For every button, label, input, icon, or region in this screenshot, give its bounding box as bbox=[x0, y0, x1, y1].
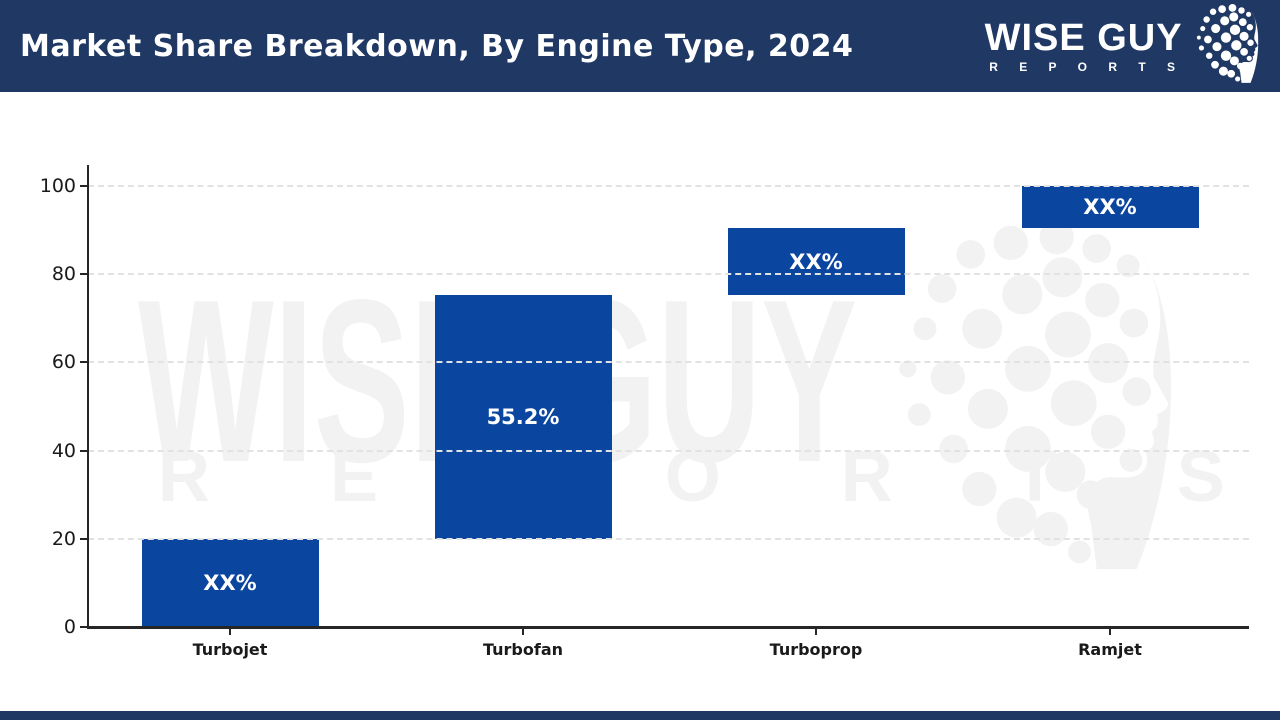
grid-line bbox=[88, 273, 1249, 276]
x-axis-line bbox=[88, 626, 1249, 629]
y-tick-mark bbox=[80, 361, 88, 364]
y-tick-mark bbox=[80, 185, 88, 187]
x-tick-mark bbox=[522, 627, 524, 635]
y-tick-label: 20 bbox=[51, 527, 76, 550]
x-tick-label: Ramjet bbox=[1078, 640, 1142, 659]
wiseguy-head-icon bbox=[1190, 4, 1262, 88]
bar-value-label: 55.2% bbox=[486, 405, 560, 430]
x-tick-label: Turbofan bbox=[482, 640, 564, 659]
bar-value-label: XX% bbox=[789, 249, 843, 274]
logo-wordmark: WISE GUY bbox=[984, 17, 1183, 59]
y-tick-mark bbox=[80, 273, 88, 276]
bar-turboprop bbox=[727, 227, 905, 296]
x-tick-mark bbox=[815, 627, 817, 635]
x-tick-mark bbox=[1109, 627, 1111, 635]
bar-value-label: XX% bbox=[1083, 194, 1137, 219]
y-tick-label: 60 bbox=[51, 351, 76, 374]
bar-turbojet bbox=[141, 538, 319, 627]
grid-line bbox=[88, 361, 1249, 364]
wiseguy-logo-text: WISE GUY R E P O R T S bbox=[983, 19, 1184, 73]
grid-line bbox=[88, 537, 1249, 540]
wiseguy-logo: WISE GUY R E P O R T S bbox=[983, 4, 1262, 88]
x-tick-mark bbox=[229, 627, 231, 635]
y-tick-label: 80 bbox=[51, 263, 76, 286]
chart-title: Market Share Breakdown, By Engine Type, … bbox=[20, 28, 854, 64]
y-axis-line bbox=[87, 165, 89, 629]
y-tick-label: 0 bbox=[63, 616, 76, 638]
y-tick-label: 100 bbox=[39, 175, 76, 197]
logo-subtitle: R E P O R T S bbox=[989, 60, 1184, 74]
grid-line bbox=[88, 449, 1249, 452]
y-tick-mark bbox=[80, 626, 88, 628]
y-tick-mark bbox=[80, 537, 88, 540]
bar-value-label: XX% bbox=[203, 570, 257, 595]
y-tick-mark bbox=[80, 449, 88, 452]
header-bar: Market Share Breakdown, By Engine Type, … bbox=[0, 0, 1280, 92]
x-tick-label: Turboprop bbox=[769, 640, 863, 659]
footer-bar bbox=[0, 711, 1280, 720]
x-tick-label: Turbojet bbox=[192, 640, 268, 659]
y-tick-label: 40 bbox=[51, 439, 76, 462]
grid-line bbox=[88, 185, 1249, 187]
bar-turbofan bbox=[434, 295, 612, 539]
